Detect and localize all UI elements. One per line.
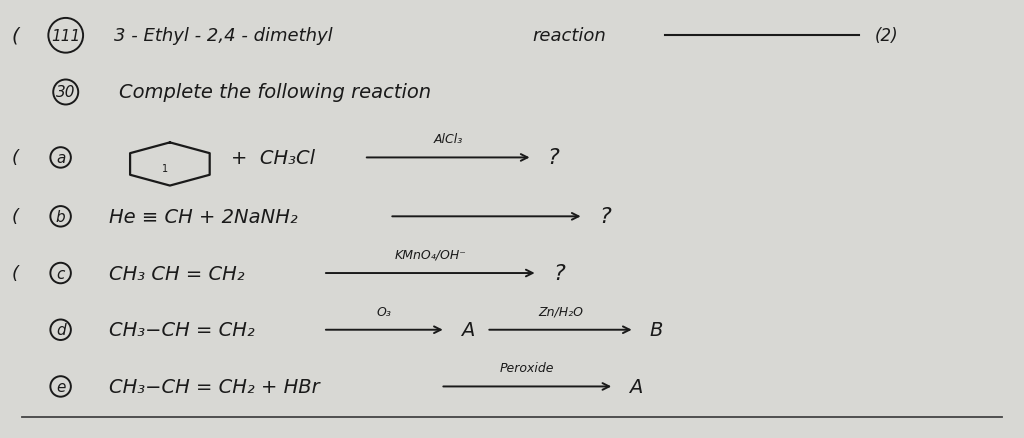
Text: a: a (56, 151, 66, 166)
Text: e: e (56, 379, 66, 394)
Text: (: ( (11, 27, 19, 46)
Text: He ≡ CH + 2NaNH₂: He ≡ CH + 2NaNH₂ (109, 207, 297, 226)
Text: CH₃−CH = CH₂ + HBr: CH₃−CH = CH₂ + HBr (109, 377, 319, 396)
Text: (: ( (11, 208, 18, 226)
Text: (: ( (11, 265, 18, 283)
Text: +  CH₃Cl: + CH₃Cl (231, 148, 315, 168)
Text: Zn/H₂O: Zn/H₂O (538, 305, 583, 318)
Text: KMnO₄/OH⁻: KMnO₄/OH⁻ (394, 248, 466, 261)
Text: d: d (55, 322, 66, 337)
Text: ?: ? (553, 263, 564, 283)
Text: (2): (2) (874, 27, 898, 45)
Text: 30: 30 (56, 85, 76, 100)
Text: c: c (56, 266, 65, 281)
Text: 3 - Ethyl - 2,4 - dimethyl: 3 - Ethyl - 2,4 - dimethyl (114, 27, 333, 45)
Text: reaction: reaction (532, 27, 606, 45)
Text: 1: 1 (162, 164, 168, 174)
Text: CH₃ CH = CH₂: CH₃ CH = CH₂ (109, 264, 245, 283)
Text: B: B (650, 321, 664, 339)
Text: (: ( (11, 149, 18, 167)
Text: CH₃−CH = CH₂: CH₃−CH = CH₂ (109, 321, 254, 339)
Text: b: b (55, 209, 66, 224)
Text: Peroxide: Peroxide (500, 361, 555, 374)
Text: A: A (461, 321, 474, 339)
Text: Complete the following reaction: Complete the following reaction (119, 83, 431, 102)
Text: A: A (630, 377, 643, 396)
Text: 111: 111 (51, 29, 80, 44)
Text: ?: ? (599, 207, 610, 227)
Text: O₃: O₃ (377, 305, 392, 318)
Text: ?: ? (548, 148, 559, 168)
Text: AlCl₃: AlCl₃ (433, 133, 463, 146)
